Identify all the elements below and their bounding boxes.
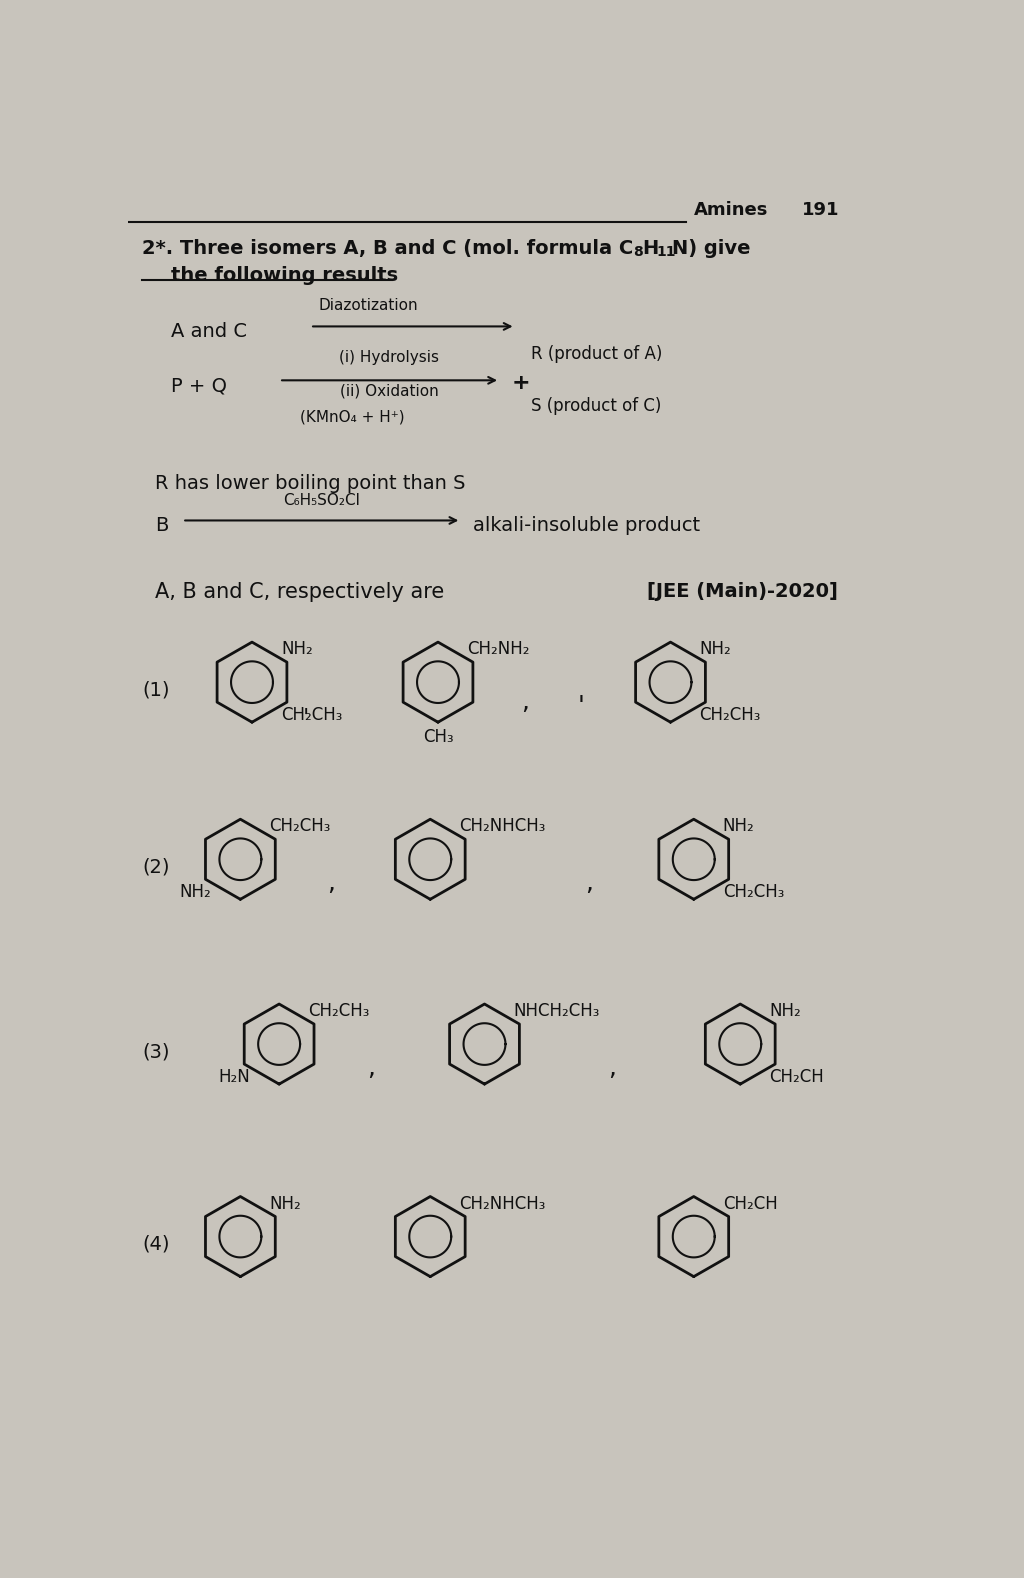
Text: CH₂CH₃: CH₂CH₃ bbox=[308, 1002, 370, 1019]
Text: 191: 191 bbox=[802, 200, 840, 219]
Text: CH₂CH₃: CH₂CH₃ bbox=[699, 707, 761, 724]
Text: C₆H₅SO₂Cl: C₆H₅SO₂Cl bbox=[284, 494, 360, 508]
Text: 11: 11 bbox=[656, 245, 676, 259]
Text: ,: , bbox=[521, 690, 529, 713]
Text: [JEE (Main)-2020]: [JEE (Main)-2020] bbox=[647, 582, 838, 601]
Text: NH₂: NH₂ bbox=[281, 641, 312, 658]
Text: ,: , bbox=[586, 871, 593, 895]
Text: (KMnO₄ + H⁺): (KMnO₄ + H⁺) bbox=[300, 410, 406, 424]
Text: R has lower boiling point than S: R has lower boiling point than S bbox=[155, 475, 466, 494]
Text: CH₂CH: CH₂CH bbox=[769, 1068, 824, 1086]
Text: CH₂CH₃: CH₂CH₃ bbox=[269, 817, 331, 835]
Text: Diazotization: Diazotization bbox=[318, 298, 418, 312]
Text: N) give: N) give bbox=[672, 240, 751, 259]
Text: NH₂: NH₂ bbox=[769, 1002, 801, 1019]
Text: CH₃: CH₃ bbox=[423, 729, 454, 746]
Text: H₂N: H₂N bbox=[218, 1068, 250, 1086]
Text: (2): (2) bbox=[142, 857, 169, 876]
Text: CH₂CH₃: CH₂CH₃ bbox=[723, 884, 784, 901]
Text: (3): (3) bbox=[142, 1041, 169, 1062]
Text: CH₂NHCH₃: CH₂NHCH₃ bbox=[460, 817, 546, 835]
Text: (i) Hydrolysis: (i) Hydrolysis bbox=[339, 350, 439, 365]
Text: CH₂CH₃: CH₂CH₃ bbox=[281, 707, 342, 724]
Text: 8: 8 bbox=[633, 245, 643, 259]
Text: CH₂NHCH₃: CH₂NHCH₃ bbox=[460, 1195, 546, 1212]
Text: S (product of C): S (product of C) bbox=[531, 398, 662, 415]
Text: the following results: the following results bbox=[171, 267, 397, 286]
Text: B: B bbox=[155, 516, 169, 535]
Text: CH₂CH: CH₂CH bbox=[723, 1195, 777, 1212]
Text: +: + bbox=[512, 372, 530, 393]
Text: (4): (4) bbox=[142, 1234, 169, 1255]
Text: (1): (1) bbox=[142, 680, 169, 699]
Text: R (product of A): R (product of A) bbox=[531, 346, 663, 363]
Text: NH₂: NH₂ bbox=[699, 641, 731, 658]
Text: A, B and C, respectively are: A, B and C, respectively are bbox=[155, 582, 444, 603]
Text: NH₂: NH₂ bbox=[179, 884, 211, 901]
Text: A and C: A and C bbox=[171, 322, 247, 341]
Text: H: H bbox=[642, 240, 658, 259]
Text: CH₂NH₂: CH₂NH₂ bbox=[467, 641, 529, 658]
Text: Amines: Amines bbox=[693, 200, 768, 219]
Text: NHCH₂CH₃: NHCH₂CH₃ bbox=[513, 1002, 600, 1019]
Text: alkali-insoluble product: alkali-insoluble product bbox=[473, 516, 700, 535]
Text: ': ' bbox=[296, 707, 309, 727]
Text: NH₂: NH₂ bbox=[723, 817, 755, 835]
Text: NH₂: NH₂ bbox=[269, 1195, 301, 1212]
Text: ,: , bbox=[608, 1056, 616, 1079]
Text: ': ' bbox=[578, 694, 585, 718]
Text: (ii) Oxidation: (ii) Oxidation bbox=[340, 383, 438, 398]
Text: ,: , bbox=[368, 1056, 376, 1079]
Text: 2*. Three isomers A, B and C (mol. formula C: 2*. Three isomers A, B and C (mol. formu… bbox=[142, 240, 633, 259]
Text: ,: , bbox=[328, 871, 335, 895]
Text: P + Q: P + Q bbox=[171, 376, 226, 394]
